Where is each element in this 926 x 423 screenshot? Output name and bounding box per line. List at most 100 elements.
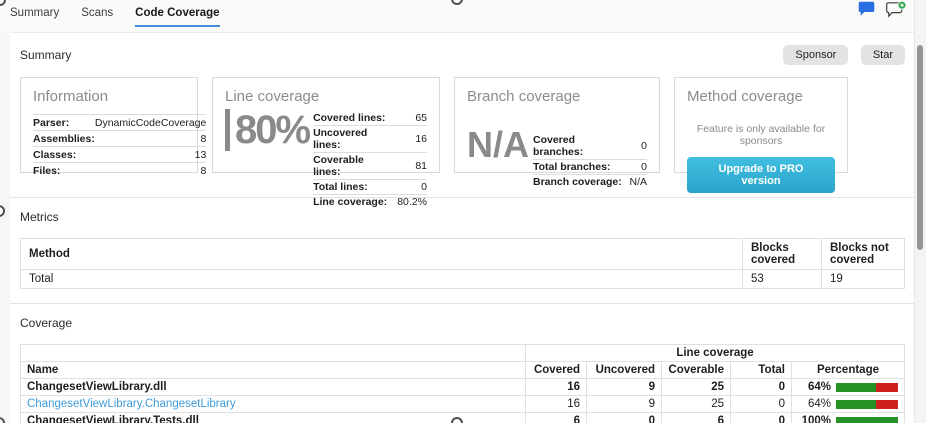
coverage-percentage-cell: 64% [791,378,905,396]
stat-label: Coverable lines: [313,152,398,180]
table-row: Classes: 13 [33,146,207,163]
coverage-percentage-cell: 100% [791,412,905,423]
coverage-header-coverable: Coverable [661,361,731,379]
coverage-bar [836,382,898,392]
table-row: Covered lines: 65 [313,111,427,126]
coverage-header-uncovered: Uncovered [586,361,662,379]
line-coverage-big-value: 80% [225,109,311,151]
coverage-header-row: Name Covered Uncovered Coverable Total P… [20,361,905,379]
table-row: Total 53 19 [20,269,905,289]
table-row: Total branches: 0 [533,159,647,175]
line-coverage-card-title: Line coverage [225,88,320,105]
stat-value: 16 [397,125,427,153]
metrics-blocks-not-covered-cell: 19 [821,269,905,289]
metrics-header-blocks-covered: Blocks covered [742,238,822,270]
tab-scans[interactable]: Scans [81,7,114,19]
section-summary: Summary Sponsor Star Information Parser:… [10,33,915,209]
coverage-total-cell: 0 [730,412,792,423]
stat-value: 80.2% [397,194,427,209]
metrics-table: Method Blocks covered Blocks not covered… [20,238,905,289]
metrics-header-method: Method [20,238,743,270]
information-table: Parser: DynamicCodeCoverage Assemblies: … [33,114,207,178]
branch-coverage-big-value: N/A [467,124,529,165]
stat-label: Uncovered lines: [313,125,398,153]
star-button[interactable]: Star [860,45,905,65]
stat-label: Branch coverage: [533,174,630,189]
branch-coverage-card-title: Branch coverage [467,88,581,105]
coverage-total-cell: 0 [730,395,792,413]
coverage-coverable-cell: 25 [661,378,731,396]
branch-coverage-table: Covered branches: 0 Total branches: 0 Br… [533,133,647,189]
coverage-bar-fill [836,399,876,409]
metrics-section-title: Metrics [20,210,59,224]
sponsor-button[interactable]: Sponsor [783,45,849,65]
information-card: Information Parser: DynamicCodeCoverage … [20,77,207,178]
stat-value: 65 [415,112,427,124]
tab-code-coverage[interactable]: Code Coverage [135,7,220,27]
comment-icon[interactable] [858,1,875,22]
stat-label: Total lines: [313,179,398,195]
table-row: Files: 8 [33,162,207,178]
coverage-header-percentage: Percentage [791,361,905,379]
tab-summary[interactable]: Summary [10,7,60,19]
class-link[interactable]: ChangesetViewLibrary.ChangesetLibrary [27,398,236,410]
scrollbar-thumb[interactable] [917,45,923,250]
coverage-uncovered-cell: 9 [586,395,662,413]
table-row: Covered branches: 0 [533,133,647,160]
coverage-header-name: Name [20,361,526,379]
coverage-header-covered: Covered [525,361,587,379]
stat-value: 0 [641,140,647,152]
sponsor-note: Feature is only available for sponsors [696,123,826,147]
stat-label: Line coverage: [313,194,398,209]
method-coverage-card-title: Method coverage [687,88,803,105]
add-comment-icon[interactable] [886,0,907,23]
branch-coverage-card: Branch coverage N/A Covered branches: 0 … [454,77,660,189]
coverage-bar [836,416,898,423]
coverage-group-header: Line coverage [525,344,905,362]
tab-list: Summary Scans Code Coverage [10,7,220,27]
coverage-table: Line coverage Name Covered Uncovered Cov… [20,344,905,423]
coverage-uncovered-cell: 9 [586,378,662,396]
tab-bar: Summary Scans Code Coverage [0,0,915,32]
crop-handle-left-middle[interactable] [0,205,5,217]
coverage-name-cell: ChangesetViewLibrary.dll [20,378,526,396]
table-row: Assemblies: 8 [33,130,207,147]
stat-value: 0 [629,159,647,175]
crop-handle-bottom-center[interactable] [451,417,463,423]
coverage-percentage-cell: 64% [791,395,905,413]
percentage-label: 64% [807,398,831,410]
coverage-empty-header [20,344,526,362]
table-row: ChangesetViewLibrary.Tests.dll 6 0 6 0 1… [20,412,905,423]
upgrade-pro-button[interactable]: Upgrade to PRO version [687,157,835,193]
table-row: Coverable lines: 81 [313,152,427,180]
table-row: Line coverage: 80.2% [313,194,427,209]
info-label: Files: [33,162,95,178]
table-row: Uncovered lines: 16 [313,125,427,153]
coverage-coverable-cell: 6 [661,412,731,423]
coverage-bar-fill [836,416,898,423]
info-label: Parser: [33,114,95,131]
percentage-label: 100% [801,415,831,423]
vertical-scrollbar [914,0,926,423]
table-row: Parser: DynamicCodeCoverage [33,114,207,131]
coverage-covered-cell: 16 [525,395,587,413]
coverage-name-cell: ChangesetViewLibrary.Tests.dll [20,412,526,423]
stat-value: 0 [397,179,427,195]
crop-handle-top-left[interactable] [0,0,6,6]
table-row: ChangesetViewLibrary.ChangesetLibrary 16… [20,395,905,413]
info-label: Assemblies: [33,130,95,147]
coverage-group-header-row: Line coverage [20,344,905,362]
info-value: 13 [94,146,207,163]
coverage-bar [836,399,898,409]
coverage-bar-fill [836,382,876,392]
stat-value: 81 [397,152,427,180]
line-coverage-table: Covered lines: 65 Uncovered lines: 16 Co… [313,111,427,209]
report-panel: Summary Sponsor Star Information Parser:… [10,32,915,423]
metrics-header-blocks-not-covered: Blocks not covered [821,238,905,270]
crop-handle-bottom-left[interactable] [0,417,5,423]
method-coverage-card: Method coverage Feature is only availabl… [674,77,848,193]
section-metrics: Metrics Method Blocks covered Blocks not… [10,197,915,289]
stat-label: Covered branches: [533,134,584,158]
stat-label: Total branches: [533,159,630,175]
